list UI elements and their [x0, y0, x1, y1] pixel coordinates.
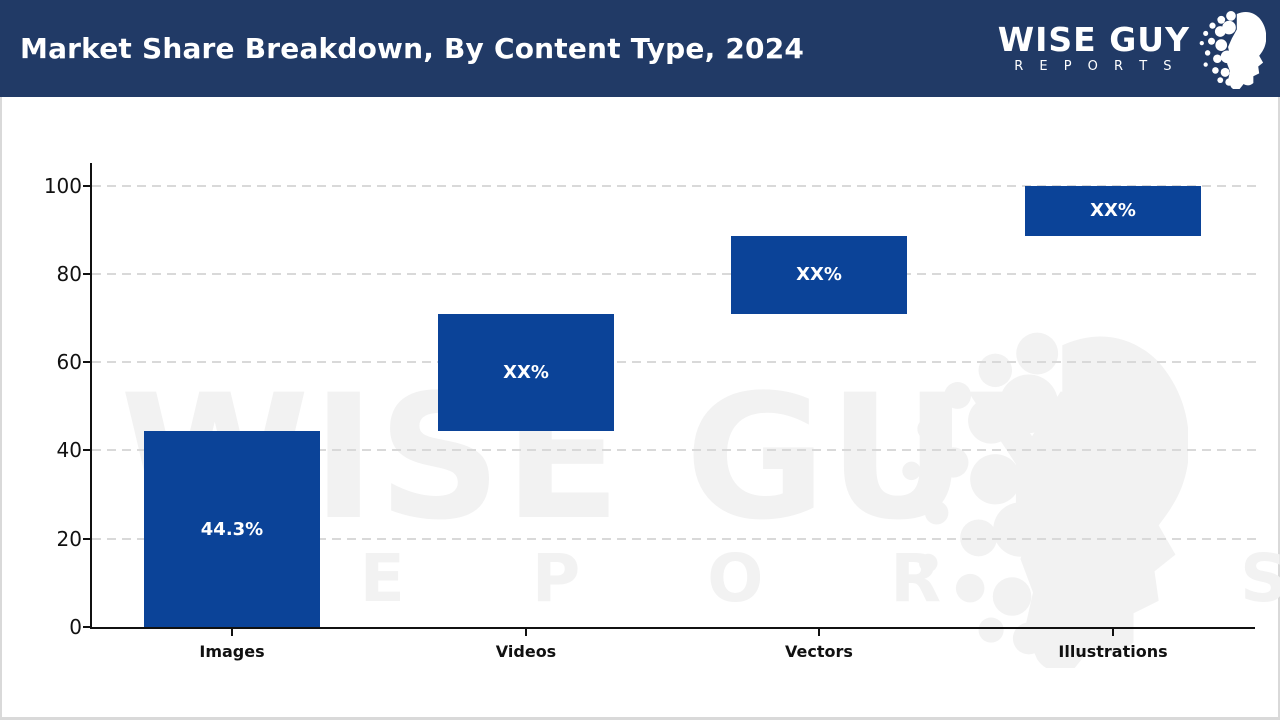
bar-illustrations: XX%	[1025, 185, 1201, 236]
y-tick-label-20: 20	[56, 526, 82, 551]
bar-value-label-videos: XX%	[503, 362, 549, 384]
x-axis-label-images: Images	[199, 642, 265, 661]
logo-wordmark-line2: R E P O R T S	[1014, 59, 1178, 74]
y-tick-label-80: 80	[56, 261, 82, 286]
x-tick-vectors	[818, 629, 820, 636]
bar-vectors: XX%	[731, 235, 907, 314]
y-tick-40	[83, 449, 92, 452]
x-tick-illustrations	[1112, 629, 1114, 636]
y-tick-label-0: 0	[69, 615, 82, 639]
logo-wordmark: WISE GUY R E P O R T S	[998, 23, 1190, 74]
y-tick-100	[83, 184, 92, 187]
gridline-100	[92, 184, 1260, 187]
y-axis	[90, 163, 92, 629]
x-tick-videos	[525, 629, 527, 636]
dotted-head-icon	[1194, 9, 1266, 89]
bar-images: 44.3%	[144, 431, 320, 627]
y-tick-20	[83, 537, 92, 540]
header-bar: Market Share Breakdown, By Content Type,…	[0, 0, 1280, 97]
brand-logo: WISE GUY R E P O R T S	[998, 9, 1266, 89]
bar-value-label-illustrations: XX%	[1090, 200, 1136, 222]
gridline-60	[92, 361, 1260, 364]
x-axis-label-vectors: Vectors	[785, 642, 853, 661]
bar-videos: XX%	[438, 313, 614, 432]
watermark-head-icon	[878, 324, 1188, 668]
y-tick-label-60: 60	[56, 350, 82, 375]
y-tick-80	[83, 272, 92, 275]
y-tick-label-40: 40	[56, 438, 82, 463]
gridline-40	[92, 449, 1260, 452]
y-tick-60	[83, 361, 92, 364]
x-axis	[90, 627, 1255, 629]
x-axis-label-videos: Videos	[495, 642, 557, 661]
bar-value-label-images: 44.3%	[200, 518, 264, 540]
bar-value-label-vectors: XX%	[796, 264, 842, 286]
x-axis-label-illustrations: Illustrations	[1058, 642, 1168, 661]
gridline-80	[92, 272, 1260, 275]
logo-wordmark-line1: WISE GUY	[997, 20, 1190, 59]
x-tick-images	[231, 629, 233, 636]
chart-title: Market Share Breakdown, By Content Type,…	[20, 32, 805, 65]
plot-area: WISE GUY R E P O R T S 0 20 40 60 80 100 44.3%…	[0, 97, 1280, 720]
y-tick-label-100: 100	[43, 173, 82, 198]
watermark-line2: R E P O R T S	[182, 540, 1280, 617]
gridline-20	[92, 537, 1260, 540]
y-tick-0	[83, 626, 92, 628]
